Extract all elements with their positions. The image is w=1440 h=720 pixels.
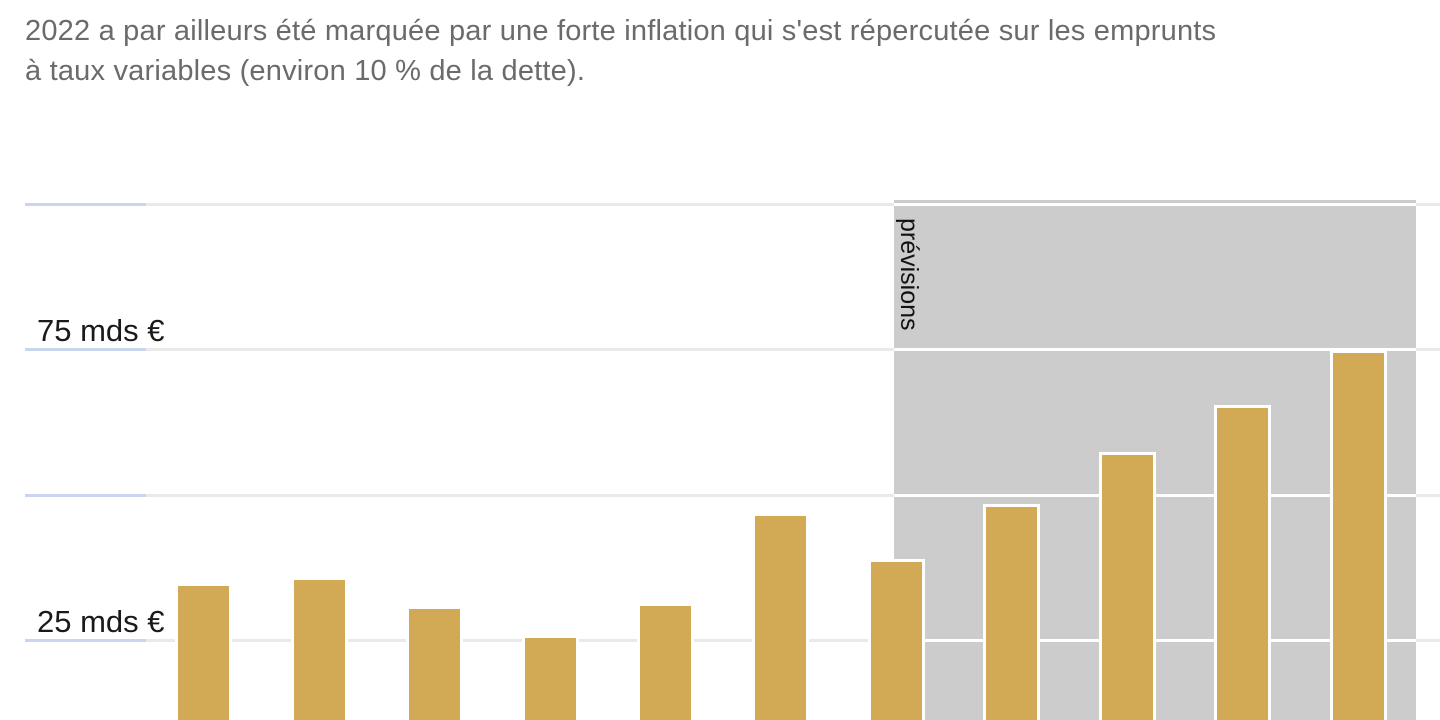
gridline <box>146 494 1440 497</box>
bar[interactable] <box>1214 405 1271 720</box>
y-tick-label: 75 mds € <box>37 313 165 348</box>
intro-line-1: 2022 a par ailleurs été marquée par une … <box>25 15 1217 47</box>
forecast-gridline <box>894 348 1416 351</box>
intro-line-2: à taux variables (environ 10 % de la det… <box>25 55 586 87</box>
bar[interactable] <box>1099 452 1156 720</box>
bar[interactable] <box>175 583 232 720</box>
gridline-axis-segment <box>25 348 146 351</box>
gridline-axis-segment <box>25 494 146 497</box>
bar[interactable] <box>522 635 579 720</box>
bar[interactable] <box>868 559 925 720</box>
bar[interactable] <box>637 603 694 720</box>
y-tick-label: 25 mds € <box>37 604 165 639</box>
bar[interactable] <box>1330 350 1387 720</box>
forecast-label: prévisions <box>895 218 923 331</box>
bar[interactable] <box>983 504 1040 720</box>
bar[interactable] <box>406 606 463 720</box>
gridline-axis-segment <box>25 203 146 206</box>
bar[interactable] <box>291 577 348 720</box>
gridline-axis-segment <box>25 639 146 642</box>
bar[interactable] <box>752 513 809 720</box>
forecast-gridline <box>894 203 1416 206</box>
gridline <box>146 348 1440 351</box>
gridline <box>146 203 1440 206</box>
intro-paragraph: 2022 a par ailleurs été marquée par une … <box>25 11 1415 91</box>
